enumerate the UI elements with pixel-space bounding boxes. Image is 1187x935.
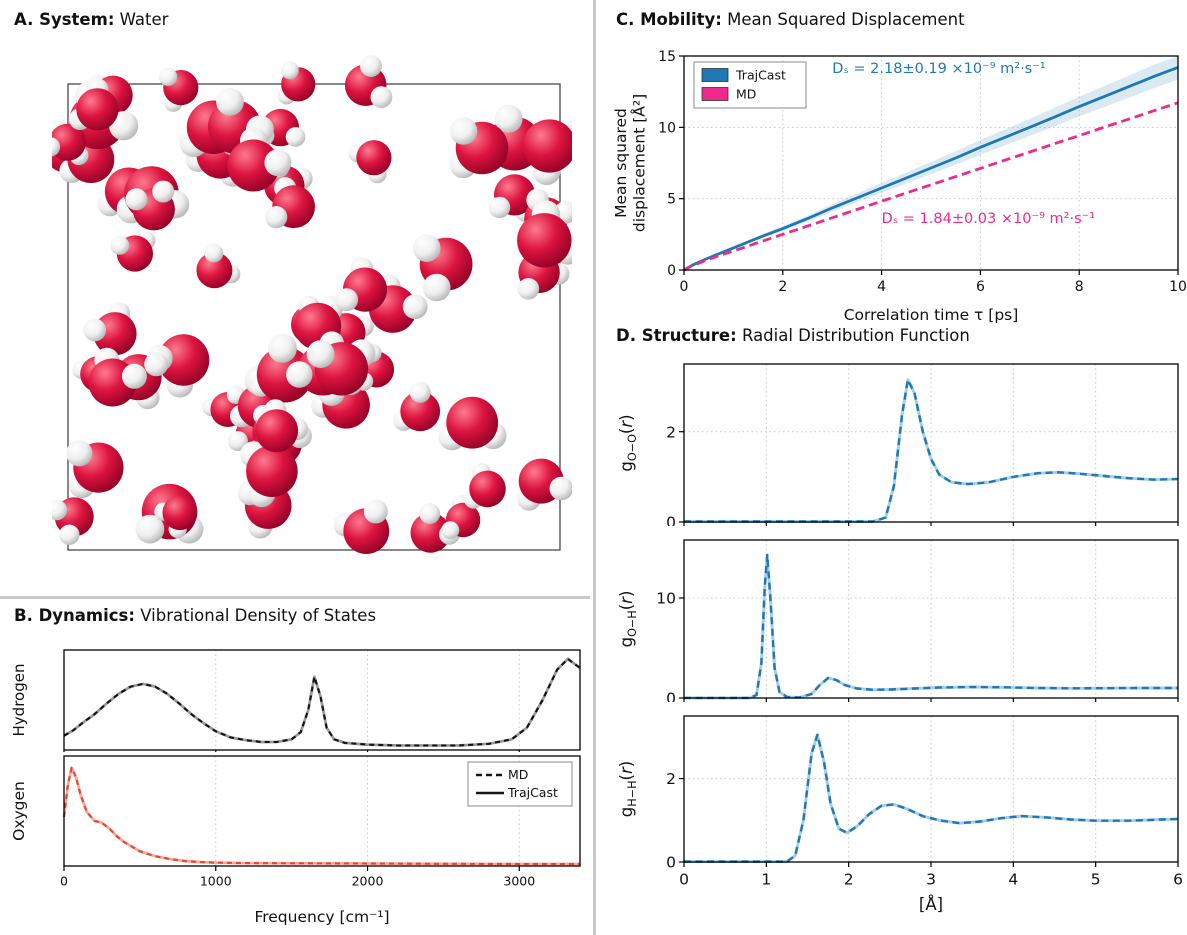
panel-b-title-rest: Vibrational Density of States	[134, 606, 377, 625]
svg-text:6: 6	[976, 279, 985, 295]
svg-text:0: 0	[60, 874, 68, 889]
rdf_oo-svg: 0 2 gO−O(r)	[617, 363, 1179, 526]
svg-text:Mean squareddisplacement [Å²]: Mean squareddisplacement [Å²]	[612, 94, 649, 232]
svg-text:[Å]: [Å]	[919, 895, 943, 914]
svg-text:5: 5	[667, 192, 676, 208]
rdf_hh-svg: 0 1 2 3 4 5 6 0 2 [Å] gH−H(r)	[617, 715, 1183, 914]
panel-a-title: A. System: Water	[14, 10, 168, 29]
svg-text:Oxygen: Oxygen	[10, 781, 28, 841]
svg-text:MD: MD	[508, 767, 528, 782]
svg-text:10: 10	[656, 590, 676, 608]
panel-b-title: B. Dynamics: Vibrational Density of Stat…	[14, 606, 376, 625]
svg-text:10: 10	[658, 120, 676, 136]
svg-text:2: 2	[666, 770, 676, 788]
rdf-oh-chart: 0 10 gO−H(r)	[610, 532, 1187, 702]
svg-text:0: 0	[680, 279, 689, 295]
panel-c-title-rest: Mean Squared Displacement	[721, 10, 965, 29]
rdf-hh-chart: 0 1 2 3 4 5 6 0 2 [Å] gH−H(r)	[610, 708, 1187, 920]
svg-text:2: 2	[666, 423, 676, 441]
vdos-oxygen-chart: 0 1000 2000 3000 Frequency [cm⁻¹] Oxygen MD Tra…	[8, 754, 588, 932]
system-svg	[52, 55, 572, 554]
panel-c-title: C. Mobility: Mean Squared Displacement	[616, 10, 965, 29]
msd-chart: 0 2 4 6 8 10 0 5 10 15 Correlation time τ [ps] Mean…	[610, 34, 1187, 330]
svg-text:gO−H(r): gO−H(r)	[617, 591, 639, 648]
vertical-divider	[593, 0, 596, 935]
svg-text:Dₛ = 2.18±0.19 ×10⁻⁹ m²·s⁻¹: Dₛ = 2.18±0.19 ×10⁻⁹ m²·s⁻¹	[832, 61, 1046, 77]
svg-text:TrajCast: TrajCast	[507, 785, 558, 800]
svg-text:gO−O(r): gO−O(r)	[617, 414, 639, 471]
svg-text:2: 2	[844, 871, 854, 889]
molecular-visualization	[52, 46, 572, 571]
svg-text:0: 0	[667, 263, 676, 279]
svg-text:MD: MD	[736, 87, 756, 102]
svg-text:0: 0	[666, 690, 676, 702]
vdos_o-svg: 0 1000 2000 3000 Frequency [cm⁻¹] Oxygen MD Tra…	[10, 755, 581, 926]
panel-a-title-rest: Water	[114, 10, 169, 29]
svg-text:3000: 3000	[503, 874, 535, 889]
svg-text:2000: 2000	[352, 874, 384, 889]
panel-c-title-bold: C. Mobility:	[616, 10, 722, 29]
msd-svg: 0 2 4 6 8 10 0 5 10 15 Correlation time τ [ps] Mean…	[612, 49, 1187, 324]
panel-d-title-rest: Radial Distribution Function	[736, 326, 970, 345]
svg-text:Hydrogen: Hydrogen	[10, 664, 28, 737]
panel-b-title-bold: B. Dynamics:	[14, 606, 135, 625]
svg-text:2: 2	[778, 279, 787, 295]
horizontal-divider	[0, 596, 590, 599]
svg-text:Correlation time τ [ps]: Correlation time τ [ps]	[844, 306, 1019, 324]
panel-a-title-bold: A. System:	[14, 10, 115, 29]
svg-text:1000: 1000	[200, 874, 232, 889]
svg-text:6: 6	[1173, 871, 1183, 889]
svg-text:1: 1	[761, 871, 771, 889]
svg-text:gH−H(r): gH−H(r)	[617, 761, 639, 817]
panel-d-title-bold: D. Structure:	[616, 326, 737, 345]
svg-text:Dₛ = 1.84±0.03 ×10⁻⁹ m²·s⁻¹: Dₛ = 1.84±0.03 ×10⁻⁹ m²·s⁻¹	[882, 211, 1096, 227]
svg-text:4: 4	[1008, 871, 1018, 889]
rdf-oo-chart: 0 2 gO−O(r)	[610, 356, 1187, 526]
svg-text:15: 15	[658, 49, 676, 65]
vdos-hydrogen-chart: Hydrogen	[8, 640, 588, 752]
svg-text:5: 5	[1091, 871, 1101, 889]
panel-d-title: D. Structure: Radial Distribution Functi…	[616, 326, 970, 345]
svg-text:4: 4	[877, 279, 886, 295]
svg-text:0: 0	[666, 854, 676, 872]
vdos_h-svg: Hydrogen	[10, 649, 581, 752]
svg-text:10: 10	[1169, 279, 1187, 295]
svg-text:0: 0	[679, 871, 689, 889]
svg-text:Frequency [cm⁻¹]: Frequency [cm⁻¹]	[254, 908, 389, 926]
svg-text:8: 8	[1075, 279, 1084, 295]
rdf_oh-svg: 0 10 gO−H(r)	[617, 539, 1179, 702]
svg-text:3: 3	[926, 871, 936, 889]
svg-text:0: 0	[666, 514, 676, 526]
svg-text:TrajCast: TrajCast	[735, 68, 786, 83]
